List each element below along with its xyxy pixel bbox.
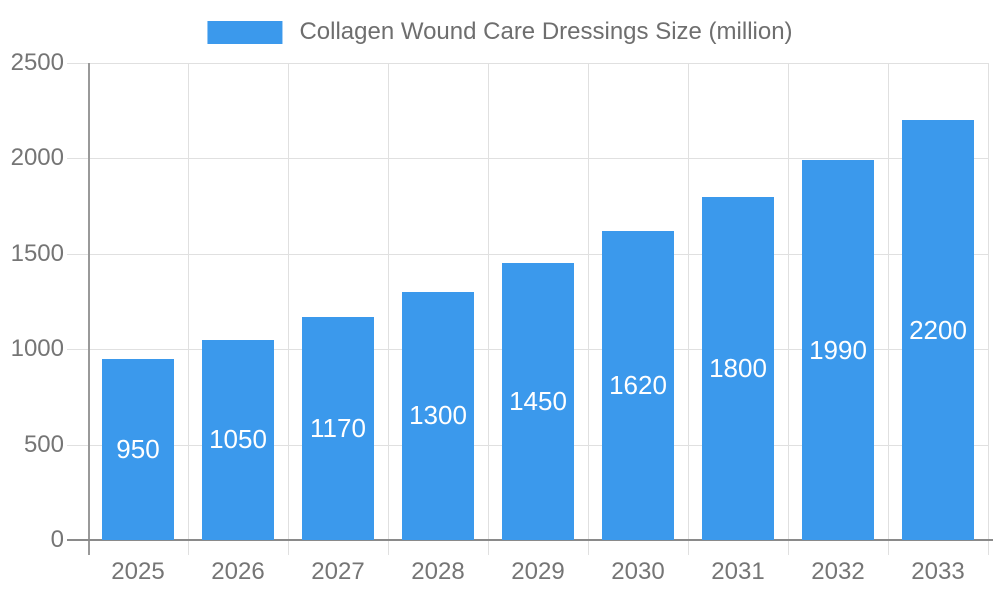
x-gridline: [188, 63, 189, 555]
y-axis-tick-label: 2000: [10, 144, 64, 172]
bar-value-label: 950: [116, 433, 160, 464]
bar-value-label: 1170: [310, 412, 366, 443]
bar-2030[interactable]: 1620: [602, 230, 674, 540]
x-axis-tick-label: 2025: [111, 558, 165, 585]
x-gridline: [988, 63, 989, 555]
bar-2025[interactable]: 950: [102, 358, 174, 540]
y-axis-tick-label: 2500: [10, 49, 64, 76]
y-axis-tick-label: 1000: [10, 335, 64, 363]
bar-2028[interactable]: 1300: [402, 291, 474, 540]
chart-legend[interactable]: Collagen Wound Care Dressings Size (mill…: [207, 17, 793, 47]
x-gridline: [888, 63, 889, 555]
x-gridline: [788, 63, 789, 555]
x-axis-tick-label: 2027: [311, 558, 365, 585]
bar-value-label: 2200: [909, 314, 967, 345]
x-gridline: [588, 63, 589, 555]
y-gridline: [67, 158, 988, 160]
y-axis-tick-label: 1500: [10, 239, 64, 267]
bar-value-label: 1050: [209, 424, 267, 455]
y-gridline: [67, 63, 988, 64]
x-axis-tick-label: 2026: [211, 558, 265, 585]
y-gridline: [67, 253, 988, 255]
bar-value-label: 1800: [709, 352, 767, 383]
y-axis-line: [88, 63, 90, 555]
bar-value-label: 1620: [609, 369, 667, 400]
legend-swatch-icon[interactable]: [207, 20, 283, 44]
x-axis-tick-label: 2028: [411, 558, 465, 585]
x-axis-tick-label: 2030: [611, 558, 665, 585]
x-axis-tick-label: 2033: [911, 558, 965, 585]
bar-2027[interactable]: 1170: [302, 316, 374, 540]
legend-label: Collagen Wound Care Dressings Size (mill…: [299, 18, 793, 45]
y-axis-tick-label: 500: [23, 430, 64, 458]
bar-2032[interactable]: 1990: [802, 160, 874, 540]
bar-value-label: 1300: [409, 400, 467, 431]
bar-2029[interactable]: 1450: [502, 263, 574, 540]
bar-2031[interactable]: 1800: [702, 196, 774, 540]
bar-value-label: 1450: [509, 386, 567, 417]
x-gridline: [688, 63, 689, 555]
y-axis-tick-label: 0: [50, 526, 64, 553]
x-axis-tick-label: 2032: [811, 558, 865, 585]
bar-2033[interactable]: 2200: [902, 120, 974, 540]
x-axis-tick-label: 2031: [711, 558, 765, 585]
x-gridline: [288, 63, 289, 555]
x-gridline: [388, 63, 389, 555]
x-axis-line: [67, 539, 993, 541]
x-gridline: [488, 63, 489, 555]
x-axis-tick-label: 2029: [511, 558, 565, 585]
bar-2026[interactable]: 1050: [202, 339, 274, 540]
bar-value-label: 1990: [809, 334, 867, 365]
